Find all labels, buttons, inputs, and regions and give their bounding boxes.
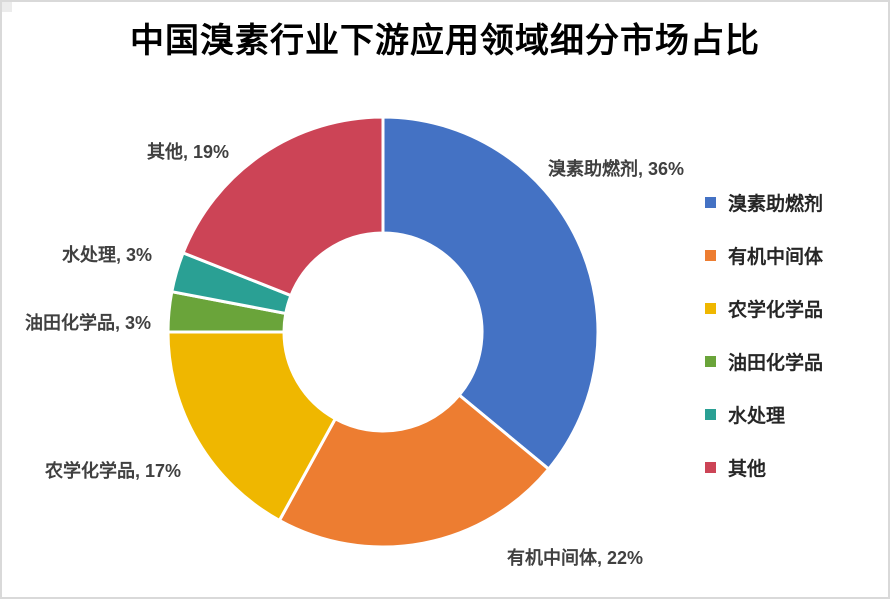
legend-label: 有机中间体 (728, 247, 824, 268)
legend-item-3: 农学化学品 (705, 282, 823, 335)
data-label-1: 溴素助燃剂, 36% (547, 159, 685, 179)
data-label-6: 其他, 19% (146, 142, 230, 162)
pie-slice-6 (181, 115, 385, 298)
legend-label: 溴素助燃剂 (728, 194, 824, 215)
legend-item-1: 溴素助燃剂 (705, 176, 823, 229)
legend-label: 其他 (728, 459, 767, 480)
pie-slice-3 (166, 330, 338, 523)
legend-swatch-icon (705, 197, 716, 208)
corner-artifact (0, 0, 12, 12)
legend-swatch-icon (705, 250, 716, 261)
chart-title: 中国溴素行业下游应用领域细分市场占比 (130, 22, 760, 60)
legend-swatch-icon (705, 356, 716, 367)
legend-item-5: 水处理 (705, 388, 823, 441)
legend-item-6: 其他 (705, 441, 823, 494)
legend-label: 水处理 (728, 406, 786, 427)
legend-label: 农学化学品 (728, 300, 824, 321)
legend-swatch-icon (705, 462, 716, 473)
legend-label: 油田化学品 (728, 353, 824, 374)
data-label-2: 有机中间体, 22% (506, 548, 644, 568)
legend-item-4: 油田化学品 (705, 335, 823, 388)
data-label-3: 农学化学品, 17% (44, 461, 182, 481)
data-label-4: 油田化学品, 3% (24, 313, 152, 333)
legend-swatch-icon (705, 303, 716, 314)
pie-slice-2 (277, 392, 551, 549)
data-label-5: 水处理, 3% (61, 245, 153, 265)
legend-swatch-icon (705, 409, 716, 420)
legend: 溴素助燃剂有机中间体农学化学品油田化学品水处理其他 (705, 176, 823, 494)
pie-slice-1 (381, 115, 600, 472)
legend-item-2: 有机中间体 (705, 229, 823, 282)
